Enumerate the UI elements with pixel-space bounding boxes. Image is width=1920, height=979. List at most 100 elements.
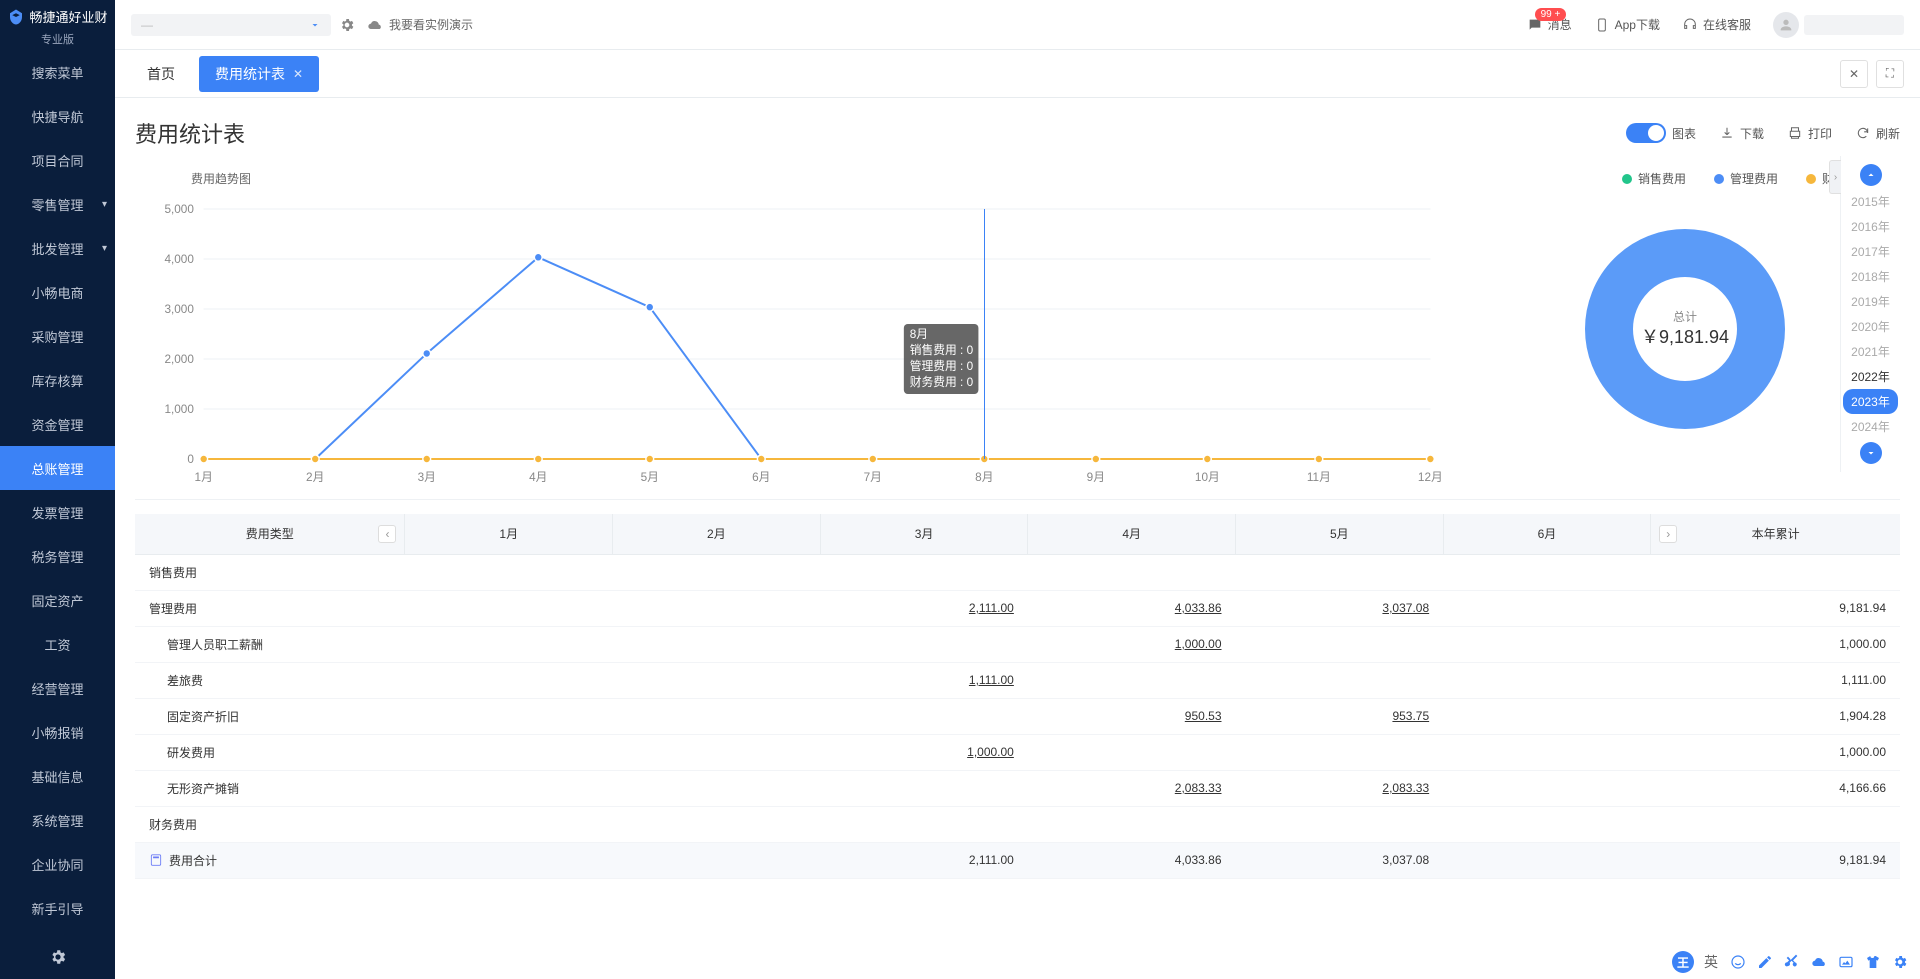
cell-link[interactable]: 950.53 [1185, 709, 1222, 723]
cell-link[interactable]: 2,111.00 [969, 601, 1014, 615]
download-button[interactable]: 下载 [1720, 125, 1764, 142]
year-up-button[interactable] [1860, 164, 1882, 186]
messages-badge: 99 + [1535, 8, 1567, 21]
tray-cloud-icon[interactable] [1809, 952, 1829, 972]
org-settings-icon[interactable] [339, 17, 355, 33]
brand-logo-icon [7, 8, 25, 26]
sidebar-item-guide[interactable]: 新手引导 [0, 886, 115, 930]
table-cell: 2,083.33 [1236, 770, 1444, 806]
total-cell [405, 842, 613, 879]
table-cell [405, 662, 613, 698]
sidebar-settings[interactable] [0, 935, 115, 979]
svg-text:5,000: 5,000 [164, 202, 194, 216]
svg-text:12月: 12月 [1418, 470, 1443, 484]
year-rail-collapse[interactable]: › [1829, 160, 1841, 194]
table-cell [1443, 626, 1651, 662]
table-cell [405, 590, 613, 626]
table-cell: 1,000.00 [1651, 734, 1900, 770]
year-item[interactable]: 2021年 [1843, 339, 1898, 364]
year-item[interactable]: 2020年 [1843, 314, 1898, 339]
cell-link[interactable]: 953.75 [1392, 709, 1429, 723]
support-button[interactable]: 在线客服 [1682, 16, 1751, 33]
tab-expand[interactable]: ⛶ [1876, 60, 1904, 88]
user-menu[interactable] [1773, 12, 1904, 38]
tab-label: 首页 [147, 64, 175, 84]
legend-item[interactable]: 管理费用 [1714, 170, 1778, 187]
sidebar-item-label: 发票管理 [31, 503, 83, 522]
sidebar-item-inv[interactable]: 库存核算 [0, 358, 115, 402]
tray-image-icon[interactable] [1836, 952, 1856, 972]
sidebar-item-label: 资金管理 [31, 415, 83, 434]
app-download-button[interactable]: App下载 [1594, 16, 1660, 33]
sidebar-item-purchase[interactable]: 采购管理 [0, 314, 115, 358]
sidebar-item-gl[interactable]: 总账管理 [0, 446, 115, 490]
ime-indicator-icon[interactable]: 王 [1672, 951, 1694, 973]
download-label: 下载 [1740, 125, 1764, 142]
user-name [1804, 15, 1904, 35]
year-item[interactable]: 2023年 [1843, 389, 1898, 414]
year-item[interactable]: 2016年 [1843, 214, 1898, 239]
sidebar-item-invoice[interactable]: 发票管理 [0, 490, 115, 534]
sidebar-item-tax[interactable]: 税务管理 [0, 534, 115, 578]
sidebar-item-fa[interactable]: 固定资产 [0, 578, 115, 622]
total-cell: 2,111.00 [820, 842, 1028, 879]
tab-费用统计表[interactable]: 费用统计表✕ [199, 56, 319, 92]
cell-link[interactable]: 4,033.86 [1175, 601, 1222, 615]
close-icon[interactable]: ✕ [293, 67, 303, 81]
tray-gear-icon[interactable] [1890, 952, 1910, 972]
messages-button[interactable]: 99 + 消息 [1527, 16, 1572, 33]
org-selector[interactable]: — [131, 14, 355, 36]
demo-link[interactable]: 我要看实例演示 [367, 16, 473, 33]
cell-link[interactable]: 1,111.00 [969, 673, 1014, 687]
cell-link[interactable]: 2,083.33 [1175, 781, 1222, 795]
tray-smile-icon[interactable] [1728, 952, 1748, 972]
sidebar-item-coop[interactable]: 企业协同 [0, 842, 115, 886]
table-cell [1028, 662, 1236, 698]
year-item[interactable]: 2024年 [1843, 414, 1898, 439]
sidebar-item-proj[interactable]: 项目合同 [0, 138, 115, 182]
table-cell: 9,181.94 [1651, 590, 1900, 626]
year-down-button[interactable] [1860, 442, 1882, 464]
row-label: 管理费用 [135, 590, 405, 626]
chart-toggle[interactable]: 图表 [1626, 123, 1696, 143]
sidebar-item-search[interactable]: 搜索菜单 [0, 50, 115, 94]
cell-link[interactable]: 1,000.00 [1175, 637, 1222, 651]
year-item[interactable]: 2022年 [1843, 364, 1898, 389]
sidebar-item-label: 总账管理 [31, 459, 83, 478]
cell-link[interactable]: 2,083.33 [1382, 781, 1429, 795]
scroll-left-button[interactable]: ‹ [378, 525, 396, 543]
sidebar-item-retail[interactable]: 零售管理▾ [0, 182, 115, 226]
cell-link[interactable]: 1,000.00 [967, 745, 1014, 759]
ime-lang-icon[interactable]: 英 [1701, 952, 1721, 972]
sidebar-item-biz[interactable]: 经营管理 [0, 666, 115, 710]
tray-edit-icon[interactable] [1755, 952, 1775, 972]
year-item[interactable]: 2017年 [1843, 239, 1898, 264]
sidebar-item-label: 零售管理 [31, 195, 83, 214]
sidebar-item-reimb[interactable]: 小畅报销 [0, 710, 115, 754]
table-row: 管理费用 2,111.00 4,033.86 3,037.08 9,181.94 [135, 590, 1900, 626]
year-item[interactable]: 2015年 [1843, 189, 1898, 214]
toggle-icon [1626, 123, 1666, 143]
sidebar-item-wholesale[interactable]: 批发管理▾ [0, 226, 115, 270]
sidebar-item-nav[interactable]: 快捷导航 [0, 94, 115, 138]
legend-dot-icon [1806, 174, 1816, 184]
table-row: 管理人员职工薪酬1,000.001,000.00 [135, 626, 1900, 662]
sidebar-item-base[interactable]: 基础信息 [0, 754, 115, 798]
sidebar-item-sys[interactable]: 系统管理 [0, 798, 115, 842]
year-item[interactable]: 2019年 [1843, 289, 1898, 314]
sidebar-item-salary[interactable]: 工资 [0, 622, 115, 666]
legend-item[interactable]: 销售费用 [1622, 170, 1686, 187]
tab-首页[interactable]: 首页 [131, 56, 191, 92]
tray-shirt-icon[interactable] [1863, 952, 1883, 972]
cell-link[interactable]: 3,037.08 [1382, 601, 1429, 615]
tray-scissors-icon[interactable] [1782, 952, 1802, 972]
sidebar-item-fund[interactable]: 资金管理 [0, 402, 115, 446]
scroll-right-button[interactable]: › [1659, 525, 1677, 543]
print-button[interactable]: 打印 [1788, 125, 1832, 142]
tab-close-all[interactable]: ✕ [1840, 60, 1868, 88]
year-item[interactable]: 2018年 [1843, 264, 1898, 289]
total-cell [1443, 842, 1651, 879]
calculator-icon [149, 853, 163, 867]
sidebar-item-ecom[interactable]: 小畅电商 [0, 270, 115, 314]
refresh-button[interactable]: 刷新 [1856, 125, 1900, 142]
